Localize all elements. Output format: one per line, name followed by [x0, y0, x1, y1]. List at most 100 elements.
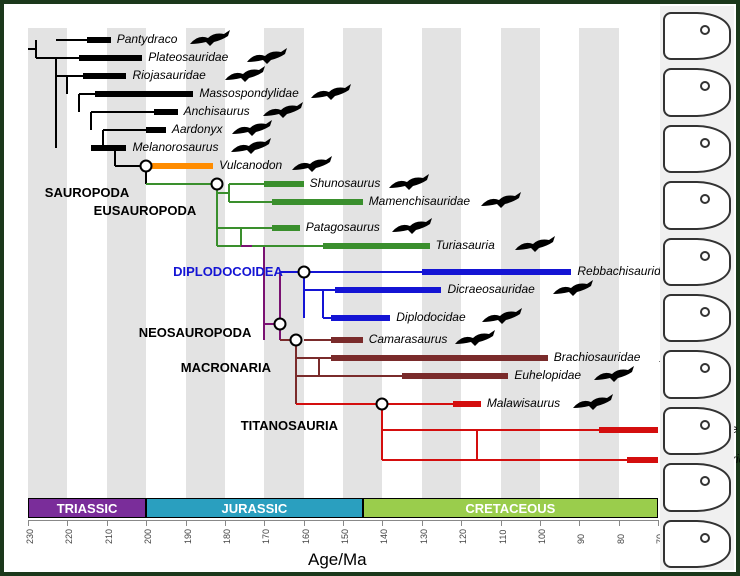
taxon-range-bar	[331, 355, 548, 361]
taxon-label: Plateosauridae	[148, 50, 228, 64]
tree-connector	[240, 228, 242, 246]
skull-eye-icon	[700, 194, 710, 204]
tree-connector	[90, 112, 92, 130]
taxon-label: Mamenchisauridae	[369, 194, 470, 208]
taxon-label: Riojasauridae	[132, 68, 205, 82]
clade-node-icon	[289, 334, 302, 347]
taxon-range-bar	[95, 91, 193, 97]
tree-connector	[382, 459, 477, 461]
clade-node-icon	[297, 266, 310, 279]
axis-tick	[540, 520, 541, 526]
skull-illustration-icon	[663, 12, 731, 60]
axis-tick-label: 160	[301, 529, 311, 544]
clade-label: TITANOSAURIA	[193, 418, 338, 433]
taxon-label: Patagosaurus	[306, 220, 380, 234]
skull-illustration-icon	[663, 463, 731, 511]
axis-tick	[579, 520, 580, 526]
taxon-label: Shunosaurus	[310, 176, 381, 190]
taxon-label: Euhelopidae	[514, 368, 581, 382]
tree-connector	[295, 340, 297, 404]
taxon-range-bar	[79, 55, 142, 61]
taxon-label: Brachiosauridae	[554, 350, 641, 364]
taxon-label: Camarasaurus	[369, 332, 448, 346]
axis-tick	[146, 520, 147, 526]
taxon-stem	[335, 375, 402, 377]
taxon-range-bar	[599, 427, 658, 433]
clade-label: EUSAUROPODA	[51, 203, 196, 218]
plot-area: PantydracoPlateosauridaeRiojasauridaeMas…	[28, 28, 658, 520]
taxon-range-bar	[453, 401, 481, 407]
x-axis-label: Age/Ma	[308, 550, 367, 570]
dinosaur-silhouette-icon	[551, 278, 595, 303]
tree-connector	[303, 272, 305, 318]
tree-connector	[263, 246, 265, 340]
taxon-stem	[304, 271, 422, 273]
skull-eye-icon	[700, 81, 710, 91]
skull-illustration-icon	[663, 294, 731, 342]
taxon-stem	[241, 227, 273, 229]
clade-node-icon	[376, 398, 389, 411]
skull-illustration-icon	[663, 68, 731, 116]
skull-eye-icon	[700, 476, 710, 486]
tree-connector	[296, 357, 320, 359]
taxon-range-bar	[150, 163, 213, 169]
axis-tick-label: 80	[616, 534, 626, 544]
taxon-stem	[67, 75, 83, 77]
axis-tick-label: 180	[222, 529, 232, 544]
axis-tick-label: 210	[104, 529, 114, 544]
taxon-range-bar	[83, 73, 126, 79]
tree-connector	[217, 227, 241, 229]
taxon-label: Massospondylidae	[199, 86, 298, 100]
background-stripe	[107, 28, 146, 498]
era-bar: JURASSIC	[146, 498, 363, 518]
axis-tick	[658, 520, 659, 526]
taxon-label: Diplodocidae	[396, 310, 465, 324]
taxon-stem	[323, 289, 335, 291]
taxon-range-bar	[264, 181, 303, 187]
dinosaur-silhouette-icon	[513, 234, 557, 259]
tree-connector	[78, 94, 80, 112]
era-bar: CRETACEOUS	[363, 498, 658, 518]
tree-connector	[55, 58, 57, 148]
skull-eye-icon	[700, 363, 710, 373]
tree-connector	[146, 183, 217, 185]
axis-tick-label: 140	[379, 529, 389, 544]
dinosaur-silhouette-icon	[390, 216, 434, 241]
dinosaur-silhouette-icon	[309, 82, 353, 107]
taxon-range-bar	[331, 315, 390, 321]
tree-connector	[296, 375, 335, 377]
axis-tick	[264, 520, 265, 526]
axis-tick-label: 170	[261, 529, 271, 544]
clade-label: SAUROPODA	[0, 185, 129, 200]
tree-connector	[66, 76, 68, 94]
axis-tick	[619, 520, 620, 526]
axis-tick	[343, 520, 344, 526]
axis-tick	[461, 520, 462, 526]
taxon-stem	[56, 39, 88, 41]
taxon-label: Melanorosaurus	[132, 140, 218, 154]
background-stripe	[28, 28, 67, 498]
tree-connector	[382, 429, 477, 431]
taxon-range-bar	[87, 37, 111, 43]
taxon-range-bar	[323, 243, 429, 249]
tree-connector	[28, 48, 36, 50]
axis-tick-label: 120	[458, 529, 468, 544]
clade-label: DIPLODOCOIDEA	[138, 264, 283, 279]
dinosaur-silhouette-icon	[453, 328, 497, 353]
taxon-range-bar	[627, 457, 659, 463]
taxon-range-bar	[335, 287, 441, 293]
axis-tick-label: 150	[340, 529, 350, 544]
skull-eye-icon	[700, 533, 710, 543]
taxon-stem	[229, 183, 264, 185]
skull-eye-icon	[700, 251, 710, 261]
clade-node-icon	[140, 160, 153, 173]
axis-tick-label: 110	[498, 530, 508, 544]
tree-connector	[217, 192, 229, 194]
axis-tick	[186, 520, 187, 526]
taxon-range-bar	[422, 269, 572, 275]
axis-tick-label: 220	[64, 529, 74, 544]
tree-connector	[56, 75, 68, 77]
taxon-range-bar	[91, 145, 126, 151]
background-stripe	[501, 28, 540, 498]
skull-eye-icon	[700, 420, 710, 430]
